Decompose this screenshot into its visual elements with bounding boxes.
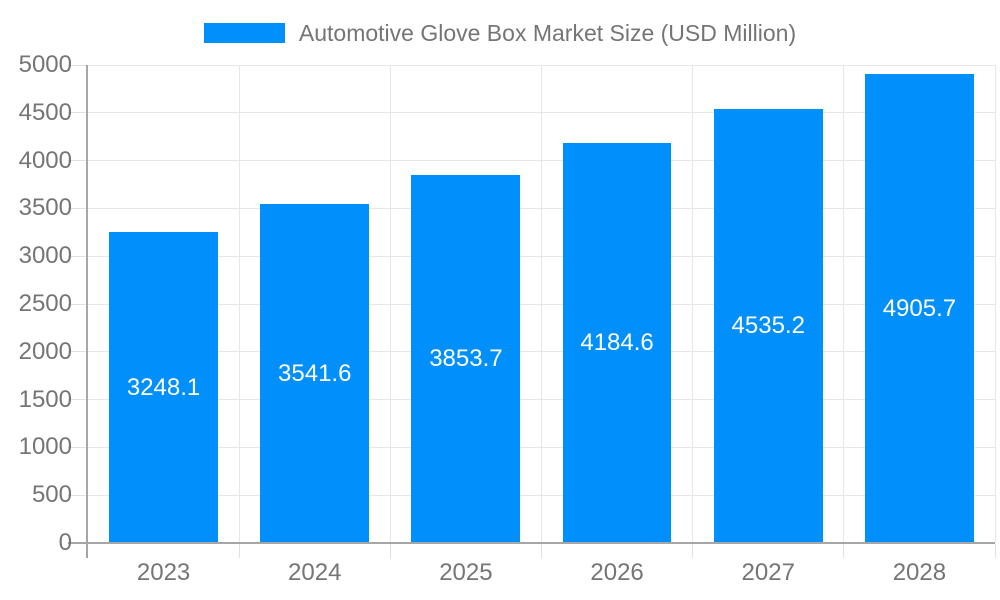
x-gridline: [389, 65, 391, 543]
y-axis-tick: [68, 399, 88, 401]
y-axis-tick: [68, 64, 88, 66]
x-axis-tick: [692, 544, 694, 558]
x-gridline: [541, 65, 542, 543]
x-axis-label: 2024: [288, 559, 342, 586]
y-axis-label: 500: [31, 481, 72, 509]
x-axis-label: 2023: [136, 559, 191, 586]
y-axis-tick: [68, 112, 88, 114]
bar-data-label: 4905.7: [882, 294, 957, 322]
bar-data-label: 3853.7: [429, 344, 503, 372]
legend[interactable]: Automotive Glove Box Market Size (USD Mi…: [0, 20, 1000, 46]
y-axis-tick: [68, 160, 88, 162]
plot-area: 3248.1 3541.6 3853.7 4184.6 4535.2 4905.7: [68, 64, 996, 558]
x-gridline: [692, 65, 694, 543]
x-axis-tick: [843, 544, 845, 558]
y-axis-label: 1500: [18, 385, 72, 413]
bar-2027: 4535.2: [713, 109, 823, 543]
y-axis-tick: [68, 351, 88, 353]
x-axis-label: 2025: [439, 559, 493, 586]
x-gridline: [843, 65, 845, 543]
bar-2024: 3541.6: [260, 204, 370, 543]
y-axis-label: 2000: [18, 337, 72, 365]
x-gridline: [238, 65, 240, 543]
y-axis-line: [86, 65, 88, 558]
bar-2026: 4184.6: [562, 142, 672, 543]
x-gridline: [994, 65, 996, 543]
y-axis-tick: [68, 207, 88, 209]
y-axis-tick: [68, 446, 88, 448]
y-axis-label: 2500: [18, 290, 72, 317]
bar-data-label: 3248.1: [126, 373, 201, 401]
y-axis-label: 4500: [18, 98, 72, 126]
legend-marker: [203, 23, 285, 43]
x-axis-tick: [541, 544, 542, 558]
bar-data-label: 4184.6: [580, 328, 654, 356]
bar-2023: 3248.1: [109, 232, 218, 543]
y-axis-tick: [68, 494, 88, 496]
y-axis-label: 1000: [18, 433, 72, 461]
x-axis-label: 2026: [590, 559, 644, 586]
legend-label: Automotive Glove Box Market Size (USD Mi…: [298, 20, 797, 46]
x-axis-label: 2028: [892, 559, 947, 586]
y-axis-label: 5000: [18, 51, 72, 78]
x-axis-tick: [389, 544, 391, 558]
x-axis-line: [68, 542, 995, 544]
bar-data-label: 3541.6: [278, 359, 352, 387]
y-axis-label: 3000: [18, 242, 72, 270]
y-axis-label: 0: [58, 529, 72, 556]
x-axis-label: 2027: [741, 559, 795, 586]
y-axis-label: 4000: [18, 146, 72, 174]
y-axis-tick: [68, 303, 88, 305]
bar-2028: 4905.7: [864, 74, 974, 543]
x-axis-tick: [238, 544, 240, 558]
y-axis-tick: [68, 255, 88, 257]
y-axis-label: 3500: [18, 194, 72, 222]
bar-data-label: 4535.2: [731, 312, 805, 340]
x-axis-tick: [994, 544, 996, 558]
bar-2025: 3853.7: [411, 174, 521, 543]
